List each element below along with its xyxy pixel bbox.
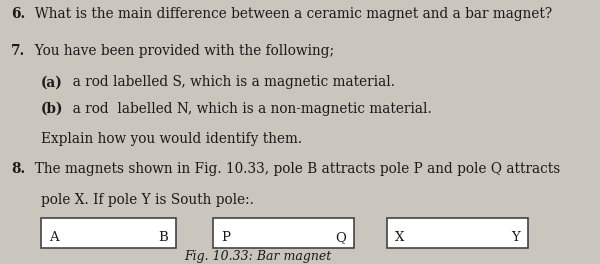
Text: a rod labelled S, which is a magnetic material.: a rod labelled S, which is a magnetic ma…	[64, 75, 395, 89]
Text: 7.: 7.	[11, 44, 25, 58]
Text: pole X. If pole Y is South pole:.: pole X. If pole Y is South pole:.	[41, 193, 254, 207]
Bar	[41, 218, 176, 248]
Text: You have been provided with the following;: You have been provided with the followin…	[26, 44, 335, 58]
Text: 8.: 8.	[11, 162, 25, 176]
Text: 6.: 6.	[11, 7, 25, 21]
Text: Y: Y	[511, 231, 520, 244]
Text: Fig. 10.33: Bar magnet: Fig. 10.33: Bar magnet	[184, 250, 332, 263]
Text: (b): (b)	[41, 102, 63, 116]
Text: X: X	[395, 231, 404, 244]
Text: The magnets shown in Fig. 10.33, pole B attracts pole P and pole Q attracts: The magnets shown in Fig. 10.33, pole B …	[26, 162, 560, 176]
Text: Explain how you would identify them.: Explain how you would identify them.	[41, 132, 302, 146]
Text: (a): (a)	[41, 75, 62, 89]
Text: A: A	[49, 231, 58, 244]
Text: a rod  labelled N, which is a non-magnetic material.: a rod labelled N, which is a non-magneti…	[64, 102, 432, 116]
Text: What is the main difference between a ceramic magnet and a bar magnet?: What is the main difference between a ce…	[26, 7, 553, 21]
Text: Q: Q	[335, 231, 346, 244]
Bar	[213, 218, 354, 248]
Bar	[387, 218, 528, 248]
Text: P: P	[221, 231, 230, 244]
Text: B: B	[158, 231, 168, 244]
